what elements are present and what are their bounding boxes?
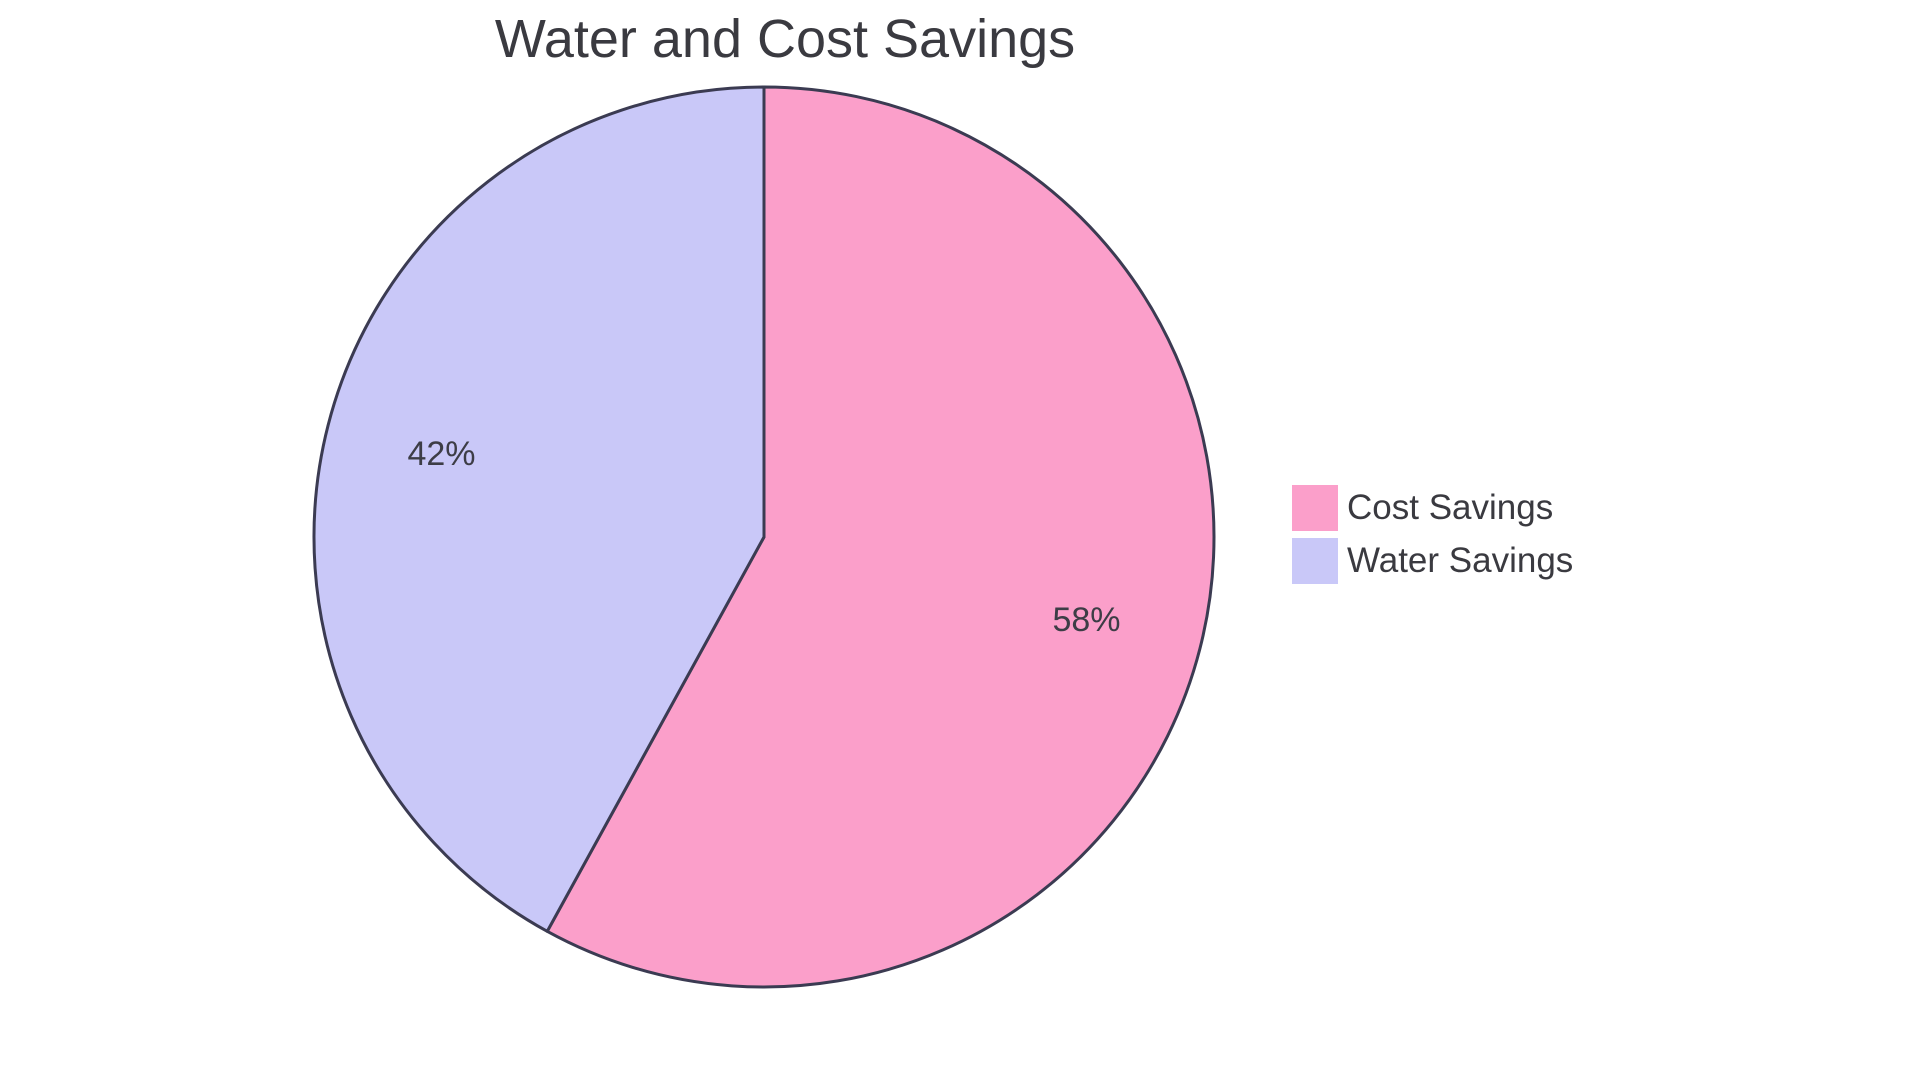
legend-item-water-savings[interactable]: Water Savings (1292, 538, 1573, 584)
pie-slice-cost-savings[interactable] (545, 85, 1216, 989)
legend-swatch-water-savings (1292, 538, 1338, 584)
legend-label-cost-savings: Cost Savings (1347, 488, 1554, 527)
legend-swatch-cost-savings (1292, 485, 1338, 531)
legend-label-water-savings: Water Savings (1347, 541, 1574, 580)
pie-slice-water-savings[interactable] (312, 85, 766, 933)
chart-title: Water and Cost Savings (494, 9, 1076, 69)
legend-item-cost-savings[interactable]: Cost Savings (1292, 485, 1573, 531)
legend: Cost Savings Water Savings (1292, 485, 1573, 584)
